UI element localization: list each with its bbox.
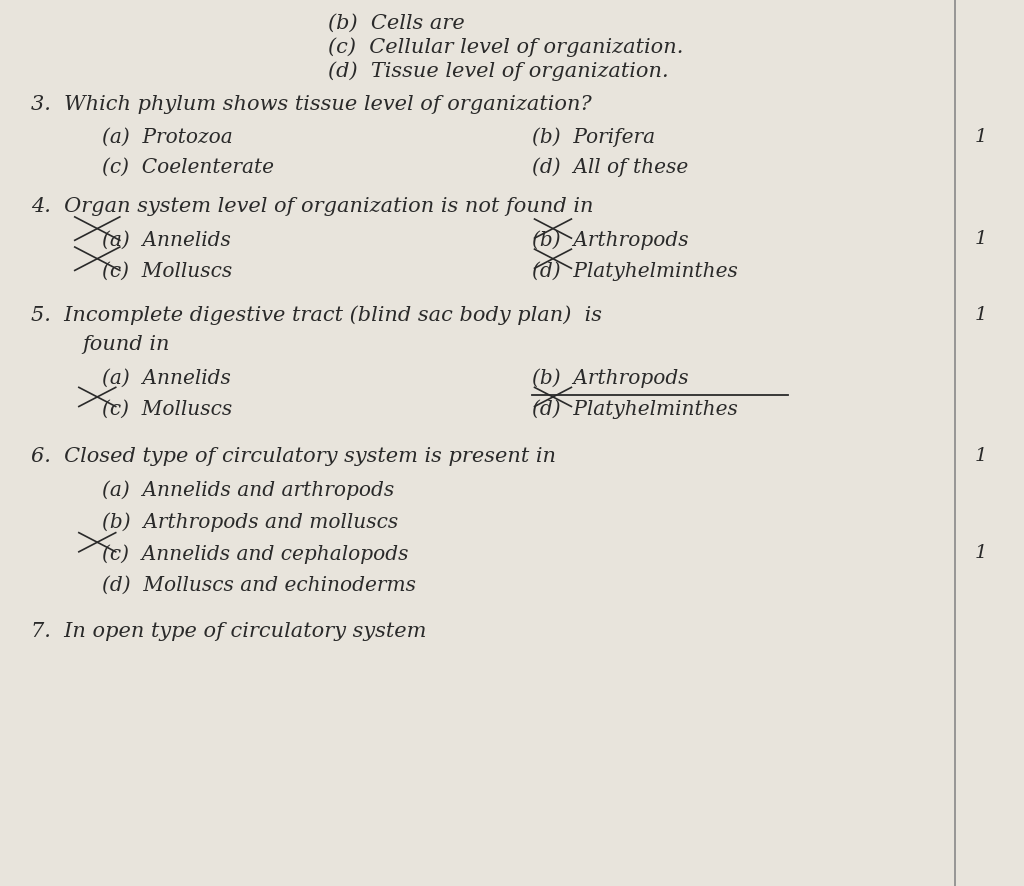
Text: (d)  Platyhelminthes: (d) Platyhelminthes — [532, 261, 738, 281]
Text: 1: 1 — [975, 230, 987, 248]
Text: (d)  All of these: (d) All of these — [532, 158, 689, 177]
Text: 1: 1 — [975, 544, 987, 562]
Text: (b)  Arthropods: (b) Arthropods — [532, 369, 689, 388]
Text: 6.  Closed type of circulatory system is present in: 6. Closed type of circulatory system is … — [31, 447, 556, 465]
Text: (d)  Molluscs and echinoderms: (d) Molluscs and echinoderms — [102, 576, 417, 595]
Text: (c)  Molluscs: (c) Molluscs — [102, 261, 232, 280]
Text: 4.  Organ system level of organization is not found in: 4. Organ system level of organization is… — [31, 197, 593, 215]
Text: (b)  Cells are: (b) Cells are — [328, 13, 465, 32]
Text: (a)  Annelids and arthropods: (a) Annelids and arthropods — [102, 480, 394, 500]
Text: (d)  Tissue level of organization.: (d) Tissue level of organization. — [328, 61, 669, 81]
Text: (c)  Coelenterate: (c) Coelenterate — [102, 158, 274, 176]
Text: 7.  In open type of circulatory system: 7. In open type of circulatory system — [31, 622, 426, 641]
Text: (c)  Molluscs: (c) Molluscs — [102, 400, 232, 418]
Text: (c)  Cellular level of organization.: (c) Cellular level of organization. — [328, 37, 683, 57]
Text: 1: 1 — [975, 447, 987, 464]
Text: found in: found in — [82, 335, 169, 354]
Text: (a)  Annelids: (a) Annelids — [102, 230, 231, 249]
Text: (a)  Annelids: (a) Annelids — [102, 369, 231, 387]
Text: 1: 1 — [975, 306, 987, 323]
Text: (c)  Annelids and cephalopods: (c) Annelids and cephalopods — [102, 544, 409, 563]
Text: (b)  Arthropods: (b) Arthropods — [532, 230, 689, 250]
Text: (b)  Arthropods and molluscs: (b) Arthropods and molluscs — [102, 512, 398, 532]
Text: 5.  Incomplete digestive tract (blind sac body plan)  is: 5. Incomplete digestive tract (blind sac… — [31, 306, 602, 325]
Text: (b)  Porifera: (b) Porifera — [532, 128, 655, 147]
Text: 1: 1 — [975, 128, 987, 145]
Text: (d)  Platyhelminthes: (d) Platyhelminthes — [532, 400, 738, 419]
Text: 3.  Which phylum shows tissue level of organization?: 3. Which phylum shows tissue level of or… — [31, 95, 592, 113]
Text: (a)  Protozoa: (a) Protozoa — [102, 128, 233, 146]
